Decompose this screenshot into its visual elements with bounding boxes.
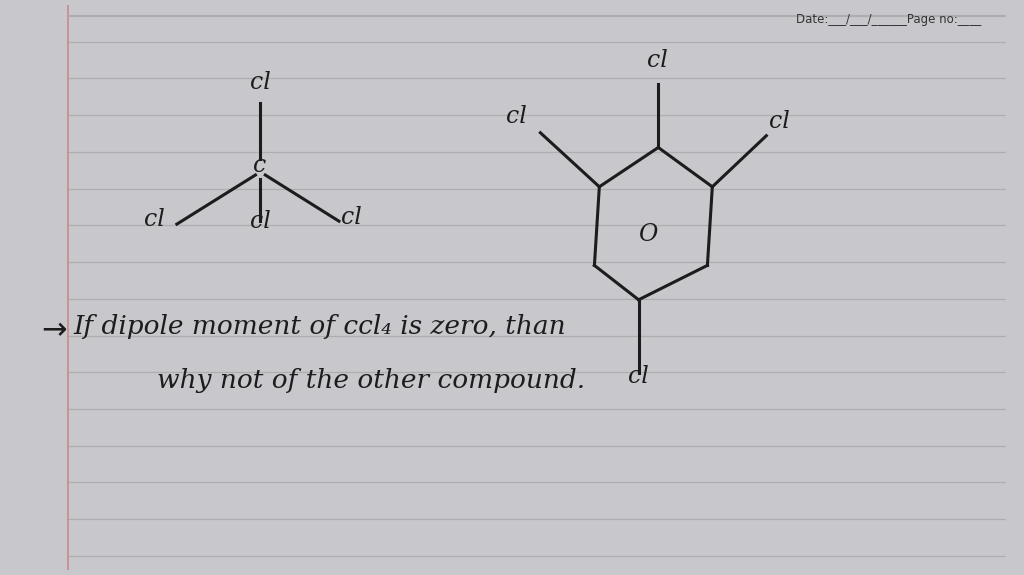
Text: →: → bbox=[41, 316, 67, 345]
Text: cl: cl bbox=[647, 49, 669, 72]
Text: cl: cl bbox=[144, 208, 165, 231]
Text: c: c bbox=[253, 154, 266, 177]
Text: Date:___/___/______Page no:____: Date:___/___/______Page no:____ bbox=[796, 13, 981, 26]
Text: If dipole moment of ccl₄ is zero, than: If dipole moment of ccl₄ is zero, than bbox=[74, 314, 566, 339]
Text: cl: cl bbox=[769, 110, 791, 133]
Text: cl: cl bbox=[250, 210, 270, 233]
Text: cl: cl bbox=[341, 206, 361, 229]
Text: O: O bbox=[638, 223, 657, 246]
Text: cl: cl bbox=[250, 71, 270, 94]
Text: cl: cl bbox=[506, 105, 526, 128]
Text: why not of the other compound.: why not of the other compound. bbox=[158, 368, 586, 393]
Text: cl: cl bbox=[628, 365, 648, 388]
